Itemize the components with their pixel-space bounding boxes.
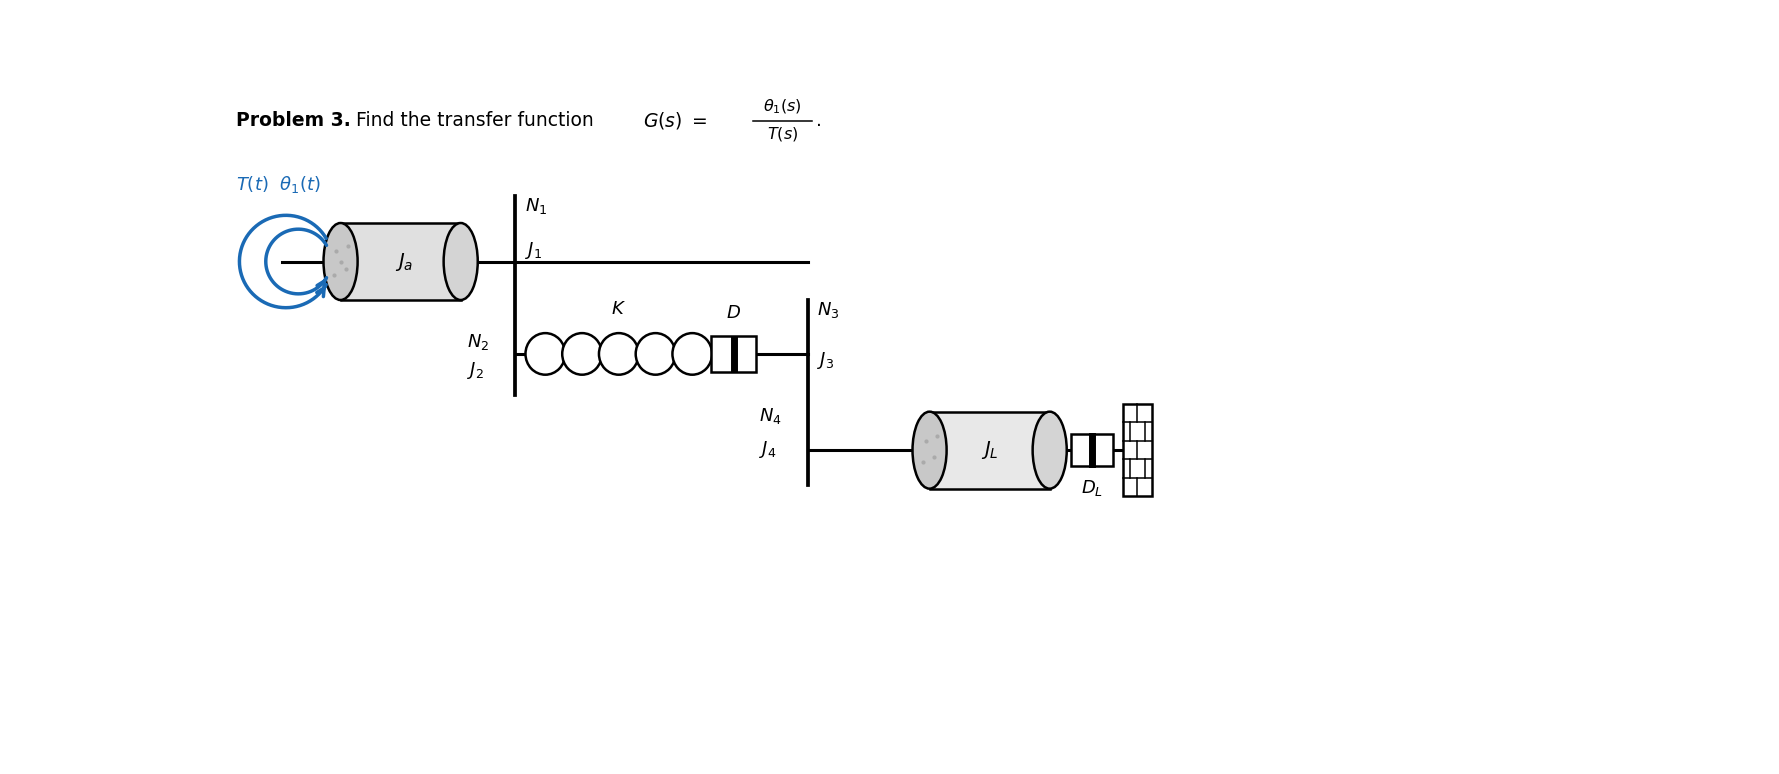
Ellipse shape [443,223,479,300]
Bar [1071,434,1114,466]
Text: Find the transfer function: Find the transfer function [356,111,594,130]
Text: $D_L$: $D_L$ [1082,478,1103,498]
Ellipse shape [672,333,712,375]
Text: $T(s)$: $T(s)$ [767,125,799,143]
Ellipse shape [913,412,946,488]
Text: $\theta_1(s)$: $\theta_1(s)$ [763,98,802,116]
Bar [340,223,461,300]
Bar [930,412,1050,488]
Text: $J_a$: $J_a$ [395,251,413,272]
Text: $.$: $.$ [815,111,822,129]
Text: $N_4$: $N_4$ [760,406,783,426]
Ellipse shape [525,333,566,375]
Text: $J_4$: $J_4$ [760,440,777,461]
Text: $J_L$: $J_L$ [980,439,998,461]
Ellipse shape [324,223,358,300]
Bar [1123,404,1153,496]
Ellipse shape [635,333,676,375]
Text: $J_1$: $J_1$ [525,240,543,261]
Text: $D$: $D$ [726,304,740,322]
Text: $N_1$: $N_1$ [525,196,546,216]
Text: $J_3$: $J_3$ [817,350,834,371]
Text: $N_2$: $N_2$ [468,332,489,352]
Ellipse shape [600,333,639,375]
Text: $G(s)\ =$: $G(s)\ =$ [644,110,708,131]
Text: Problem 3.: Problem 3. [237,111,350,130]
Text: $J_2$: $J_2$ [468,360,484,381]
Text: $N_3$: $N_3$ [817,300,840,320]
Text: $T(t)\ \ \theta_1(t)$: $T(t)\ \ \theta_1(t)$ [237,174,322,195]
Bar [710,336,756,372]
Text: $K$: $K$ [612,300,626,317]
Ellipse shape [1032,412,1067,488]
Ellipse shape [562,333,601,375]
